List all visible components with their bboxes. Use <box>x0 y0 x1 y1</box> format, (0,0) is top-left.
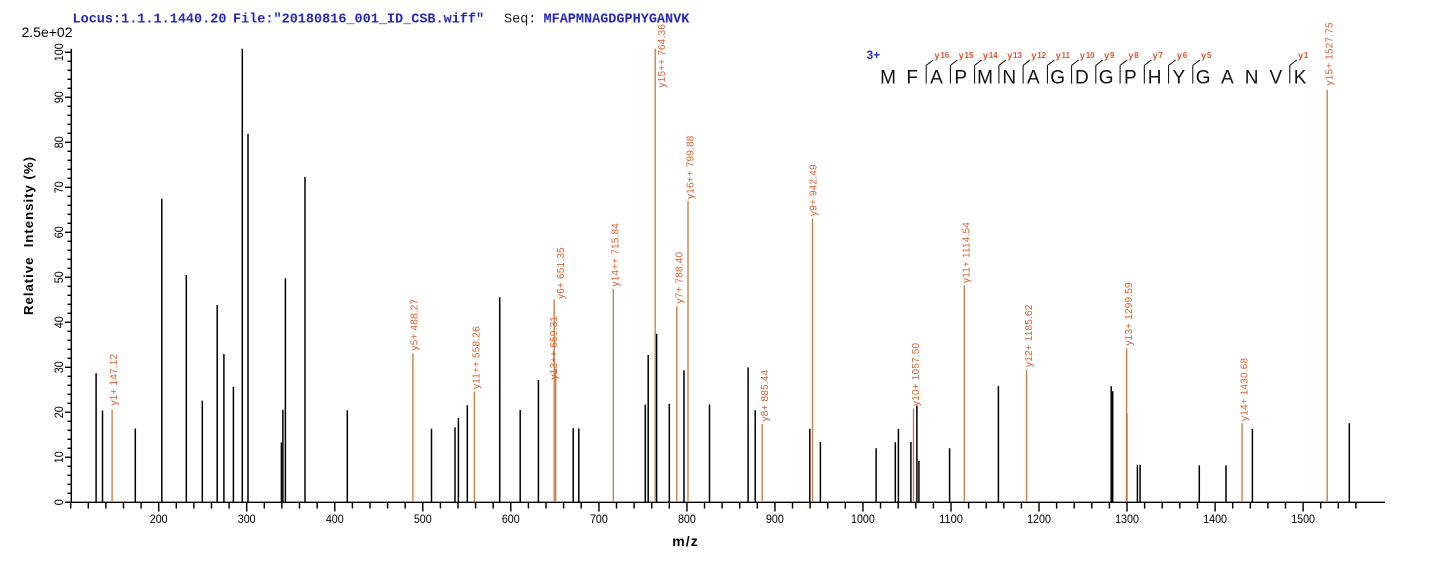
svg-text:70: 70 <box>52 181 66 193</box>
svg-text:y14+ 1430.68: y14+ 1430.68 <box>1240 357 1251 421</box>
svg-text:800: 800 <box>678 512 696 526</box>
svg-text:1400: 1400 <box>1203 512 1227 526</box>
svg-text:1300: 1300 <box>1115 512 1139 526</box>
svg-text:1200: 1200 <box>1027 512 1051 526</box>
svg-text:y16++ 799.88: y16++ 799.88 <box>686 135 697 199</box>
svg-text:y15: y15 <box>959 51 974 61</box>
svg-text:1100: 1100 <box>939 512 963 526</box>
svg-text:y12+ 1185.62: y12+ 1185.62 <box>1024 304 1035 367</box>
svg-text:y10+ 1057.50: y10+ 1057.50 <box>911 342 922 406</box>
svg-text:A: A <box>1027 68 1040 89</box>
svg-text:y7: y7 <box>1153 51 1164 61</box>
svg-text:2.5e+02: 2.5e+02 <box>22 24 73 40</box>
svg-text:10: 10 <box>52 451 66 463</box>
svg-text:400: 400 <box>326 512 344 526</box>
svg-text:A: A <box>930 68 943 89</box>
svg-text:y13++ 659.31: y13++ 659.31 <box>549 316 560 380</box>
svg-text:50: 50 <box>52 271 66 283</box>
svg-text:y12: y12 <box>1031 51 1046 61</box>
svg-text:100: 100 <box>52 43 66 61</box>
svg-text:D: D <box>1075 68 1089 89</box>
svg-text:y5: y5 <box>1201 51 1212 61</box>
svg-text:H: H <box>1148 68 1162 89</box>
svg-text:40: 40 <box>52 316 66 328</box>
svg-text:y11: y11 <box>1056 51 1071 61</box>
svg-text:80: 80 <box>52 136 66 148</box>
svg-text:y14++ 715.84: y14++ 715.84 <box>610 223 621 287</box>
svg-text:y16: y16 <box>935 51 950 61</box>
svg-text:y14: y14 <box>983 51 998 61</box>
svg-text:y1: y1 <box>1298 51 1309 61</box>
svg-text:Y: Y <box>1173 68 1186 89</box>
svg-text:Relative Intensity (%): Relative Intensity (%) <box>21 157 36 315</box>
svg-text:MFAPMNAGDGPHYGANVK: MFAPMNAGDGPHYGANVK <box>544 12 691 27</box>
svg-text:m/z: m/z <box>672 533 698 549</box>
svg-text:y8: y8 <box>1128 51 1139 61</box>
svg-text:N: N <box>1002 68 1016 89</box>
svg-text:y9: y9 <box>1104 51 1115 61</box>
svg-text:A: A <box>1221 68 1234 89</box>
svg-text:900: 900 <box>766 512 784 526</box>
svg-text:y13+ 1299.59: y13+ 1299.59 <box>1124 282 1135 346</box>
svg-text:200: 200 <box>150 512 168 526</box>
svg-text:90: 90 <box>52 91 66 103</box>
svg-text:700: 700 <box>590 512 608 526</box>
svg-text:Seq:: Seq: <box>504 12 536 27</box>
svg-text:y11++ 558.26: y11++ 558.26 <box>472 326 483 389</box>
svg-text:y15+ 1527.75: y15+ 1527.75 <box>1325 22 1336 86</box>
svg-text:y6: y6 <box>1177 51 1188 61</box>
svg-text:0: 0 <box>52 499 66 505</box>
svg-text:1000: 1000 <box>851 512 875 526</box>
svg-text:y9+ 942.49: y9+ 942.49 <box>809 164 820 216</box>
svg-text:G: G <box>1196 68 1211 89</box>
svg-text:y13: y13 <box>1007 51 1022 61</box>
svg-text:y1+ 147.12: y1+ 147.12 <box>109 353 120 405</box>
svg-text:30: 30 <box>52 361 66 373</box>
svg-text:P: P <box>954 68 967 89</box>
svg-text:y15++ 764.36: y15++ 764.36 <box>657 24 668 88</box>
svg-text:1500: 1500 <box>1291 512 1315 526</box>
svg-text:y5+ 488.27: y5+ 488.27 <box>410 298 421 350</box>
svg-text:G: G <box>1099 68 1114 89</box>
svg-text:y10: y10 <box>1080 51 1095 61</box>
svg-text:600: 600 <box>502 512 520 526</box>
svg-text:F: F <box>906 68 918 89</box>
svg-text:P: P <box>1124 68 1137 89</box>
svg-text:K: K <box>1294 68 1307 89</box>
svg-text:M: M <box>880 68 896 89</box>
svg-text:Locus:1.1.1.1440.20: Locus:1.1.1.1440.20 <box>73 12 227 27</box>
svg-text:y7+ 788.40: y7+ 788.40 <box>674 251 685 303</box>
svg-text:y11+ 1114.54: y11+ 1114.54 <box>962 222 973 283</box>
svg-text:3+: 3+ <box>867 48 881 62</box>
svg-text:500: 500 <box>414 512 432 526</box>
svg-text:20: 20 <box>52 406 66 418</box>
svg-text:File:"20180816_001_ID_CSB.wiff: File:"20180816_001_ID_CSB.wiff" <box>233 12 484 27</box>
svg-text:y8+ 885.44: y8+ 885.44 <box>760 369 771 421</box>
svg-text:G: G <box>1050 68 1065 89</box>
svg-text:V: V <box>1269 68 1282 89</box>
svg-text:60: 60 <box>52 226 66 238</box>
svg-text:y6+ 651.35: y6+ 651.35 <box>556 247 567 299</box>
svg-text:M: M <box>977 68 993 89</box>
svg-text:N: N <box>1245 68 1259 89</box>
svg-text:300: 300 <box>238 512 256 526</box>
